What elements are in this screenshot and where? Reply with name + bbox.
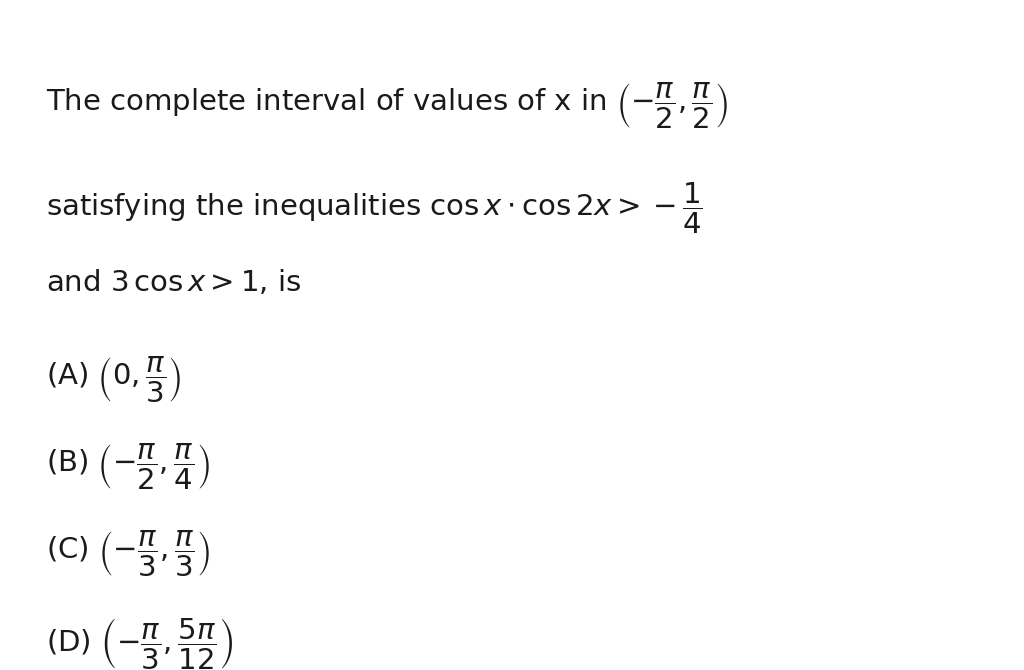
Text: satisfying the inequalities $\mathrm{cos}\,x \cdot \cos 2x > -\dfrac{1}{4}$: satisfying the inequalities $\mathrm{cos… <box>46 181 703 236</box>
Text: (C) $\left(-\dfrac{\pi}{3}, \dfrac{\pi}{3}\right)$: (C) $\left(-\dfrac{\pi}{3}, \dfrac{\pi}{… <box>46 529 210 580</box>
Text: (B) $\left(-\dfrac{\pi}{2}, \dfrac{\pi}{4}\right)$: (B) $\left(-\dfrac{\pi}{2}, \dfrac{\pi}{… <box>46 442 210 492</box>
Text: and $3\,\mathrm{cos}\,x > 1$, is: and $3\,\mathrm{cos}\,x > 1$, is <box>46 268 301 297</box>
Text: The complete interval of values of x in $\left(-\dfrac{\pi}{2},\dfrac{\pi}{2}\ri: The complete interval of values of x in … <box>46 80 728 131</box>
Text: (A) $\left(0, \dfrac{\pi}{3}\right)$: (A) $\left(0, \dfrac{\pi}{3}\right)$ <box>46 355 181 405</box>
Text: (D) $\left(-\dfrac{\pi}{3}, \dfrac{5\pi}{12}\right)$: (D) $\left(-\dfrac{\pi}{3}, \dfrac{5\pi}… <box>46 616 233 670</box>
